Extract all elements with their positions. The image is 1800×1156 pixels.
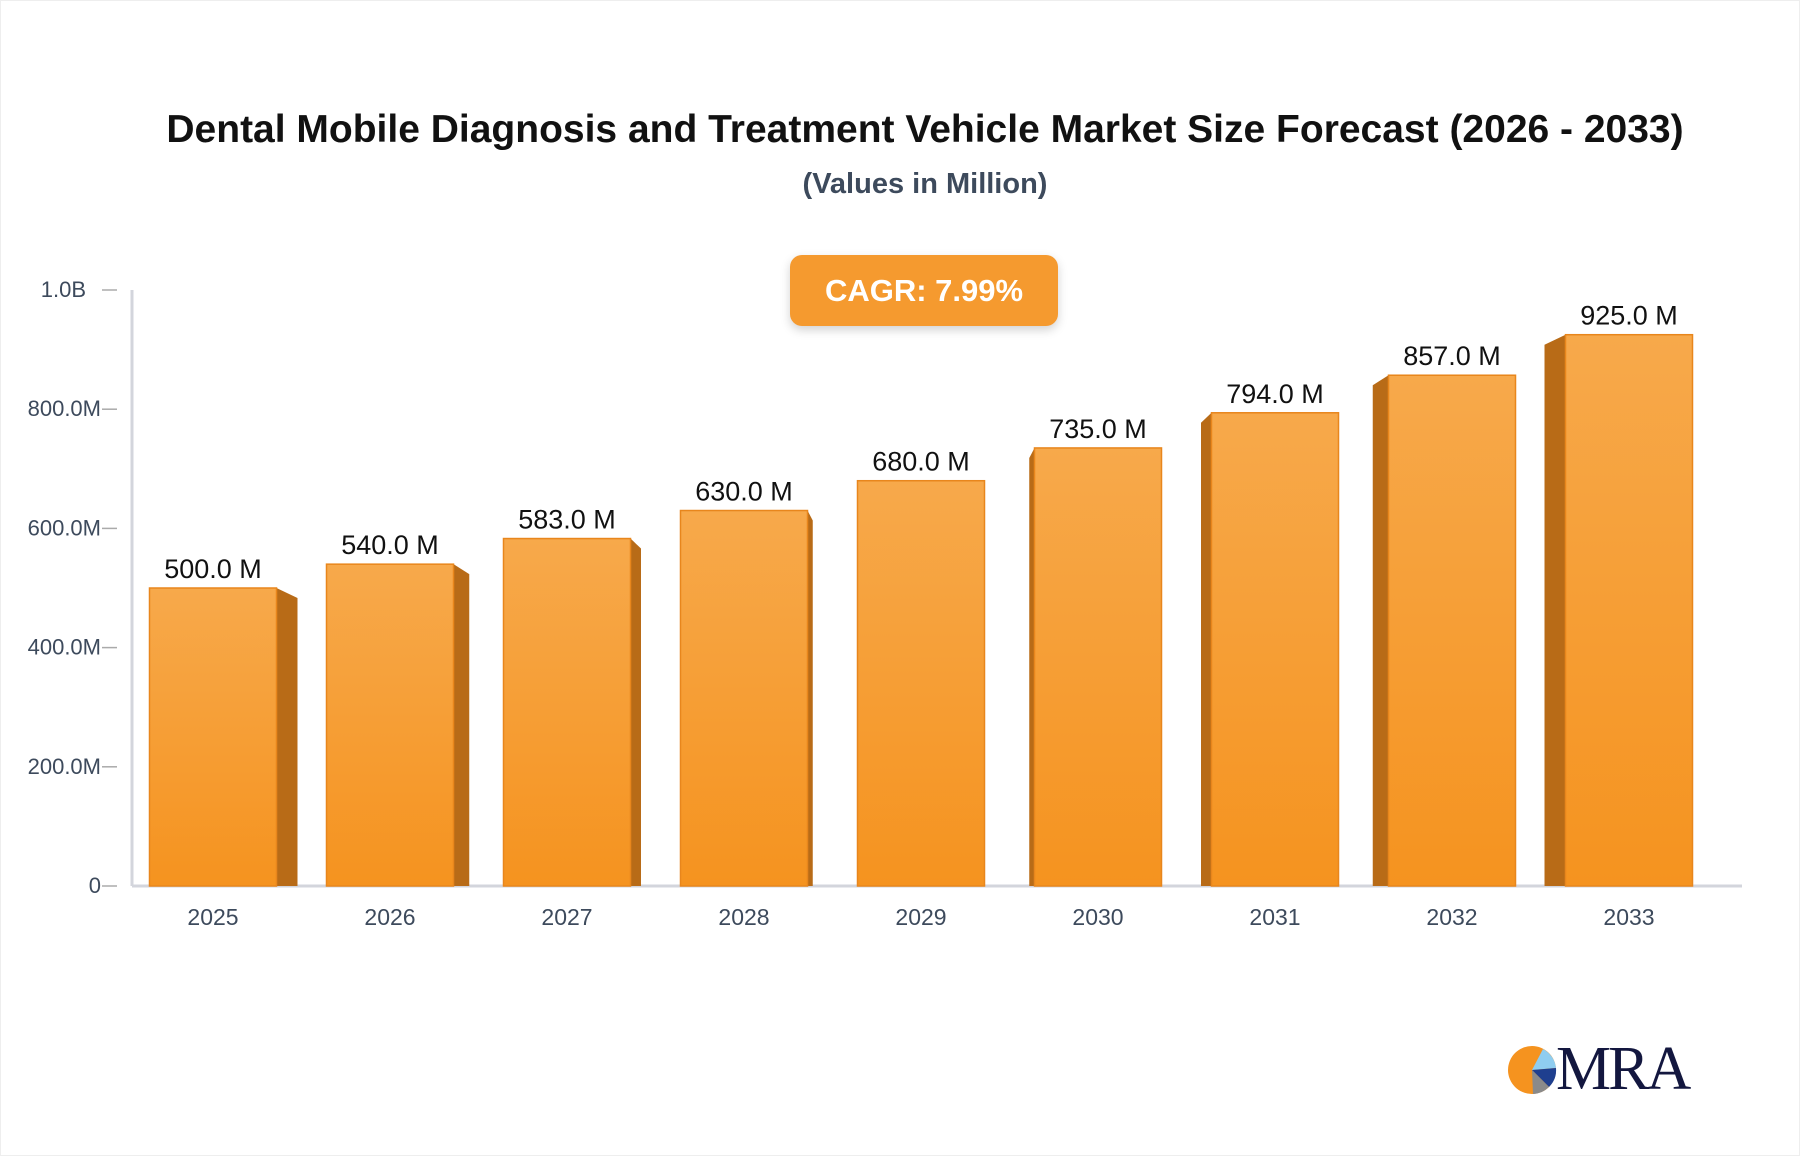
y-tick-label: 600.0M: [28, 515, 101, 540]
data-label: 794.0 M: [1226, 379, 1324, 409]
bar-2032: [1387, 374, 1517, 887]
bar-2027: [502, 537, 632, 887]
x-tick-label: 2026: [364, 904, 415, 930]
data-label: 540.0 M: [341, 530, 439, 560]
bar-2033: [1564, 333, 1694, 887]
bar-2031: [1210, 412, 1340, 887]
x-tick-label: 2028: [718, 904, 769, 930]
bar-2029: [856, 479, 986, 887]
y-tick-label: 400.0M: [28, 635, 101, 660]
chart-title: Dental Mobile Diagnosis and Treatment Ve…: [166, 108, 1684, 151]
bar-2026: [325, 563, 455, 887]
y-tick-label: 800.0M: [28, 396, 101, 421]
logo-text: MRA: [1556, 1035, 1691, 1103]
bar-side: [1201, 412, 1212, 886]
x-tick-label: 2027: [541, 904, 592, 930]
bar-side: [1029, 447, 1035, 886]
data-label: 735.0 M: [1049, 414, 1147, 444]
cagr-badge: CAGR: 7.99%: [790, 255, 1058, 326]
y-tick-label: 0: [89, 873, 101, 898]
data-label: 630.0 M: [695, 477, 793, 507]
bar-2028: [679, 509, 809, 887]
bar-side: [630, 538, 641, 886]
x-tick-label: 2032: [1426, 904, 1477, 930]
y-tick-label: 200.0M: [28, 754, 101, 779]
pie-logo-icon: [1508, 1046, 1557, 1094]
x-tick-label: 2030: [1072, 904, 1123, 930]
bar-2030: [1033, 447, 1163, 887]
data-label: 925.0 M: [1580, 301, 1678, 331]
bar-side: [1544, 334, 1566, 886]
data-label: 680.0 M: [872, 447, 970, 477]
y-tick-label: 1.0B: [41, 277, 86, 302]
x-tick-label: 2029: [895, 904, 946, 930]
x-tick-label: 2031: [1249, 904, 1300, 930]
data-label: 857.0 M: [1403, 341, 1501, 371]
x-tick-label: 2033: [1603, 904, 1654, 930]
x-tick-label: 2025: [187, 904, 238, 930]
chart-subtitle: (Values in Million): [802, 168, 1048, 200]
bar-side: [453, 564, 470, 886]
data-label: 583.0 M: [518, 505, 616, 535]
bar-side: [276, 588, 298, 886]
data-label: 500.0 M: [164, 554, 262, 584]
bar-2025: [148, 587, 278, 887]
bar-side: [1372, 375, 1389, 886]
mra-logo: MRA: [1505, 1035, 1695, 1103]
bar-side: [807, 510, 813, 886]
